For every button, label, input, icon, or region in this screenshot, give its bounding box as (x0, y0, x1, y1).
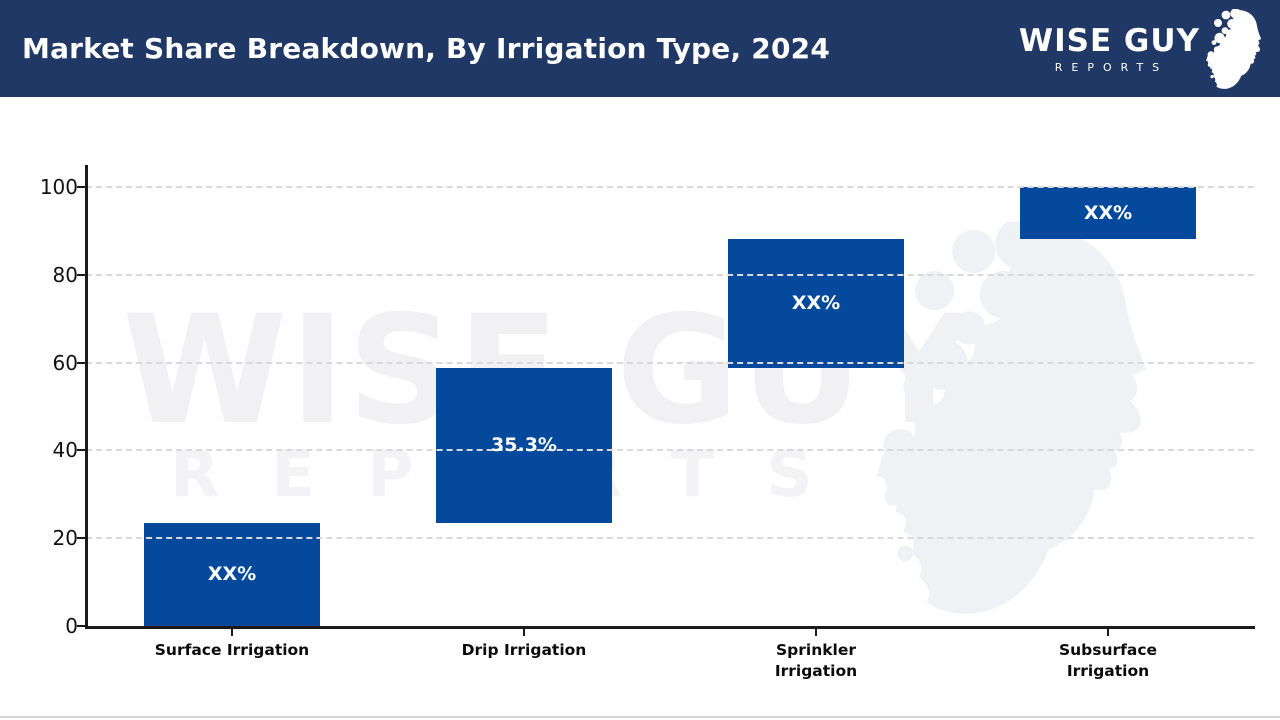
gridline (86, 361, 1254, 364)
x-axis-label: Drip Irrigation (461, 641, 587, 659)
bar-value-label: XX% (207, 563, 257, 586)
y-tick-mark (77, 625, 85, 627)
x-axis-label: Surface Irrigation (154, 641, 310, 659)
y-tick-label: 40 (52, 438, 78, 463)
brand-logo-text: WISE GUY REPORTS (1018, 23, 1200, 75)
x-tick-mark (815, 628, 817, 636)
y-tick-mark (77, 273, 85, 276)
bar-value-label: XX% (791, 292, 841, 315)
gridline (86, 273, 1254, 276)
header-bar: Market Share Breakdown, By Irrigation Ty… (0, 0, 1280, 97)
gridline (86, 537, 1254, 540)
x-tick-mark (231, 628, 233, 636)
y-tick-label: 100 (39, 175, 78, 199)
y-tick-mark (77, 361, 85, 364)
bar-value-label: 35.3% (491, 434, 557, 457)
y-axis-spine (85, 165, 88, 628)
bottom-divider (0, 716, 1280, 718)
x-axis-label: Sprinkler Irrigation (774, 641, 858, 680)
page-title: Market Share Breakdown, By Irrigation Ty… (22, 32, 831, 65)
y-tick-label: 0 (65, 614, 78, 638)
bar-drip-irrigation (436, 367, 612, 523)
x-tick-mark (1107, 628, 1109, 636)
brand-subtitle: REPORTS (1054, 61, 1169, 74)
bar-subsurface-irrigation (1020, 187, 1196, 239)
y-tick-mark (77, 537, 85, 540)
x-axis-label: Subsurface Irrigation (1058, 641, 1158, 680)
x-axis-spine (85, 626, 1255, 629)
gridline (86, 449, 1254, 452)
x-tick-mark (523, 628, 525, 636)
bar-surface-irrigation (144, 522, 320, 626)
brand-logo: WISE GUY REPORTS (1019, 8, 1266, 92)
y-tick-mark (77, 186, 85, 188)
y-tick-label: 80 (52, 262, 78, 287)
bar-value-label: XX% (1083, 201, 1133, 224)
y-tick-label: 20 (52, 526, 78, 551)
brand-name: WISE GUY (1018, 23, 1200, 59)
y-tick-mark (77, 449, 85, 452)
gridline (86, 186, 1254, 188)
y-tick-label: 60 (52, 350, 78, 375)
bar-sprinkler-irrigation (728, 238, 904, 368)
